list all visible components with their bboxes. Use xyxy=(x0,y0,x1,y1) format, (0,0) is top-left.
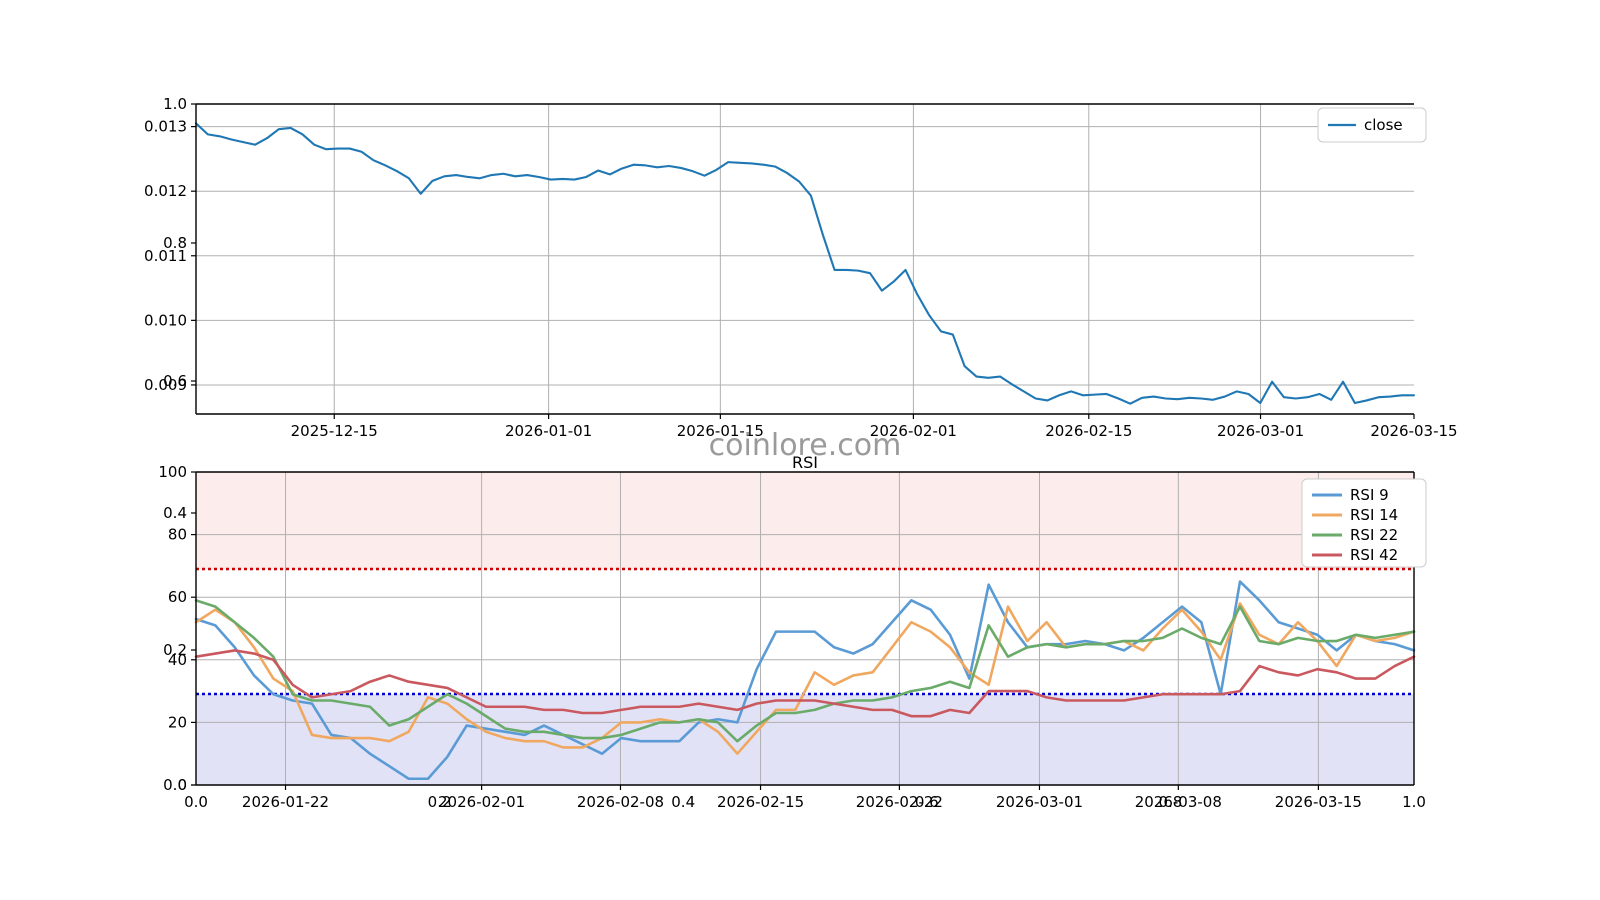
rsi-legend-label-rsi-42: RSI 42 xyxy=(1350,546,1398,564)
rsi-series-group xyxy=(194,580,1416,781)
rsi-x-tick: 2026-02-22 xyxy=(856,793,943,811)
price-chart-panel: 0.013 0.012 0.011 0.010 0.009 1.0 0.8 0.6 2025… xyxy=(144,95,1458,440)
rsi-legend[interactable]: RSI 9 RSI 14 RSI 22 RSI 42 xyxy=(1301,478,1427,568)
rsi-secondary-y-tick: 0.0 xyxy=(163,776,187,794)
price-x-tick-labels: 2025-12-15 2026-01-01 2026-01-15 2026-02-01… xyxy=(291,414,1458,440)
rsi-x-tick-labels: 2026-01-22 2026-02-01 2026-02-08 2026-02-15… xyxy=(242,785,1362,811)
rsi-x-tick: 2026-03-08 xyxy=(1135,793,1222,811)
rsi-oversold-band xyxy=(196,694,1414,785)
rsi-y-tick: 0 xyxy=(177,776,187,794)
price-legend[interactable]: close xyxy=(1317,107,1427,143)
rsi-secondary-x-tick: 0.8 xyxy=(1158,793,1182,811)
rsi-axis-frame xyxy=(195,471,1415,786)
rsi-y-tick: 80 xyxy=(168,526,187,544)
rsi-secondary-x-tick: 0.0 xyxy=(184,793,208,811)
price-x-tick: 2026-01-01 xyxy=(505,422,592,440)
rsi-secondary-y-tick: 0.2 xyxy=(163,641,187,659)
price-x-tick: 2026-01-15 xyxy=(677,422,764,440)
price-gridlines xyxy=(196,104,1414,414)
rsi-x-tick: 2026-01-22 xyxy=(242,793,329,811)
price-y-tick: 0.012 xyxy=(144,182,187,200)
rsi-secondary-x-tick: 1.0 xyxy=(1402,793,1426,811)
price-secondary-y-tick: 0.6 xyxy=(163,372,187,390)
rsi-secondary-y-tick: 0.4 xyxy=(163,504,187,522)
rsi-y-tick-labels: 0 20 40 60 80 100 xyxy=(158,463,196,794)
rsi-x-tick: 2026-02-01 xyxy=(438,793,525,811)
price-legend-label-close: close xyxy=(1364,116,1403,134)
price-y-tick: 0.013 xyxy=(144,118,187,136)
rsi-x-tick: 2026-03-01 xyxy=(996,793,1083,811)
rsi-legend-label-rsi-14: RSI 14 xyxy=(1350,506,1398,524)
price-series-group xyxy=(194,122,1416,405)
price-line-close xyxy=(194,122,1416,405)
rsi-secondary-x-tick: 0.6 xyxy=(915,793,939,811)
price-y-tick: 0.011 xyxy=(144,247,187,265)
rsi-line-rsi-14 xyxy=(194,602,1416,756)
rsi-secondary-x-tick-labels: 0.0 0.2 0.4 0.6 0.8 1.0 xyxy=(184,793,1426,811)
rsi-x-tick: 2026-03-15 xyxy=(1275,793,1362,811)
price-x-tick: 2026-03-15 xyxy=(1370,422,1457,440)
price-secondary-y-tick: 1.0 xyxy=(163,95,187,113)
rsi-x-tick: 2026-02-08 xyxy=(577,793,664,811)
rsi-y-tick: 20 xyxy=(168,713,187,731)
price-x-tick: 2025-12-15 xyxy=(291,422,378,440)
rsi-y-tick: 100 xyxy=(158,463,187,481)
rsi-secondary-x-tick: 0.2 xyxy=(428,793,452,811)
rsi-x-tick: 2026-02-15 xyxy=(717,793,804,811)
rsi-panel-title: RSI xyxy=(792,453,818,472)
rsi-chart-panel: 0 20 40 60 80 100 0.0 0.2 0.4 2026-01-22 2026-02… xyxy=(158,453,1427,811)
price-y-tick: 0.010 xyxy=(144,311,187,329)
rsi-line-rsi-22 xyxy=(194,599,1416,743)
rsi-y-tick: 60 xyxy=(168,588,187,606)
coinlore-watermark: coinlore.com xyxy=(709,428,902,463)
price-x-tick: 2026-02-01 xyxy=(870,422,957,440)
rsi-legend-label-rsi-9: RSI 9 xyxy=(1350,486,1389,504)
price-y-tick: 0.009 xyxy=(144,376,187,394)
price-x-tick: 2026-03-01 xyxy=(1217,422,1304,440)
price-axis-frame xyxy=(195,103,1414,415)
rsi-line-rsi-42 xyxy=(194,649,1416,718)
price-x-tick: 2026-02-15 xyxy=(1045,422,1132,440)
rsi-y-tick: 40 xyxy=(168,651,187,669)
rsi-legend-box xyxy=(1301,478,1427,568)
price-secondary-y-tick-labels: 1.0 0.8 0.6 xyxy=(163,95,196,390)
rsi-secondary-y-tick-labels: 0.0 0.2 0.4 xyxy=(163,504,196,794)
rsi-secondary-x-tick: 0.4 xyxy=(671,793,695,811)
rsi-line-rsi-9 xyxy=(194,580,1416,781)
price-secondary-y-tick: 0.8 xyxy=(163,234,187,252)
rsi-legend-label-rsi-22: RSI 22 xyxy=(1350,526,1398,544)
rsi-overbought-band xyxy=(196,472,1414,569)
price-legend-box xyxy=(1317,107,1427,143)
price-y-tick-labels: 0.013 0.012 0.011 0.010 0.009 xyxy=(144,118,196,394)
